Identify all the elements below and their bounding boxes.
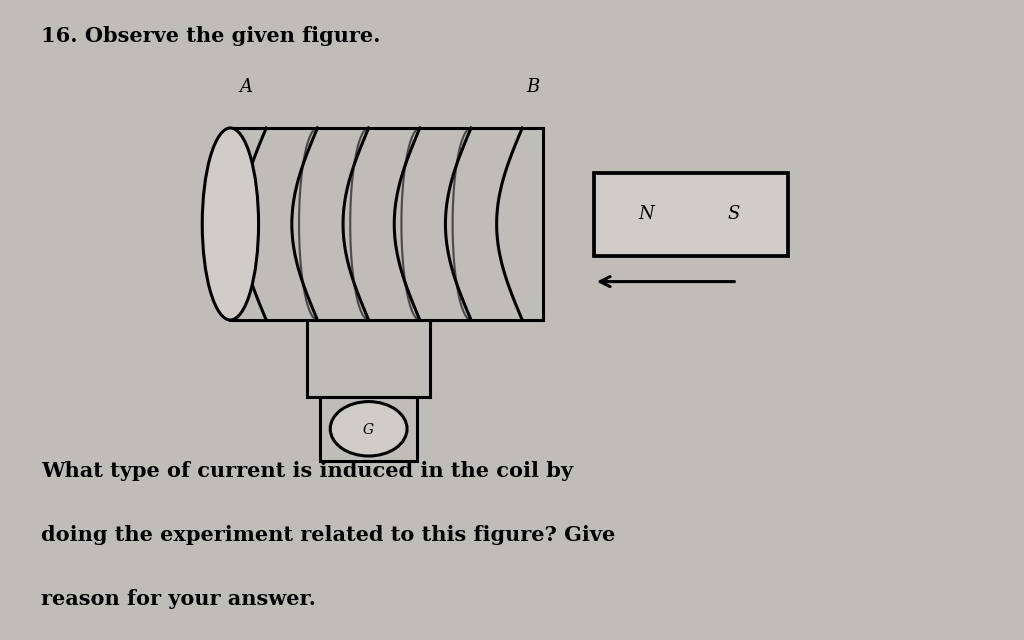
- Text: A: A: [240, 78, 252, 96]
- Ellipse shape: [203, 128, 258, 320]
- Bar: [319, 397, 418, 461]
- Text: What type of current is induced in the coil by: What type of current is induced in the c…: [41, 461, 573, 481]
- Text: reason for your answer.: reason for your answer.: [41, 589, 316, 609]
- Text: B: B: [526, 78, 539, 96]
- Text: G: G: [364, 423, 374, 437]
- Ellipse shape: [330, 402, 407, 456]
- Text: N: N: [639, 205, 654, 223]
- Bar: [594, 173, 788, 256]
- Text: 16. Observe the given figure.: 16. Observe the given figure.: [41, 26, 381, 45]
- Text: doing the experiment related to this figure? Give: doing the experiment related to this fig…: [41, 525, 615, 545]
- Text: S: S: [728, 205, 740, 223]
